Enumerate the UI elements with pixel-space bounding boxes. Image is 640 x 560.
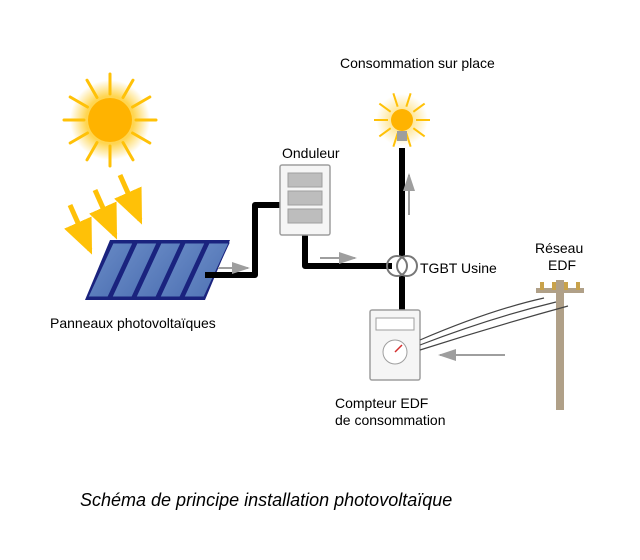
label-panels: Panneaux photovoltaïques [50, 315, 216, 331]
label-meter-line1: Compteur EDF [335, 395, 428, 411]
label-grid-line1: Réseau [535, 240, 583, 256]
diagram-canvas [0, 0, 640, 560]
label-grid-line2: EDF [548, 257, 576, 273]
label-meter-line2: de consommation [335, 412, 446, 428]
label-inverter: Onduleur [282, 145, 340, 161]
label-tgbt: TGBT Usine [420, 260, 497, 276]
diagram-caption: Schéma de principe installation photovol… [80, 490, 452, 511]
label-consumption: Consommation sur place [340, 55, 495, 71]
